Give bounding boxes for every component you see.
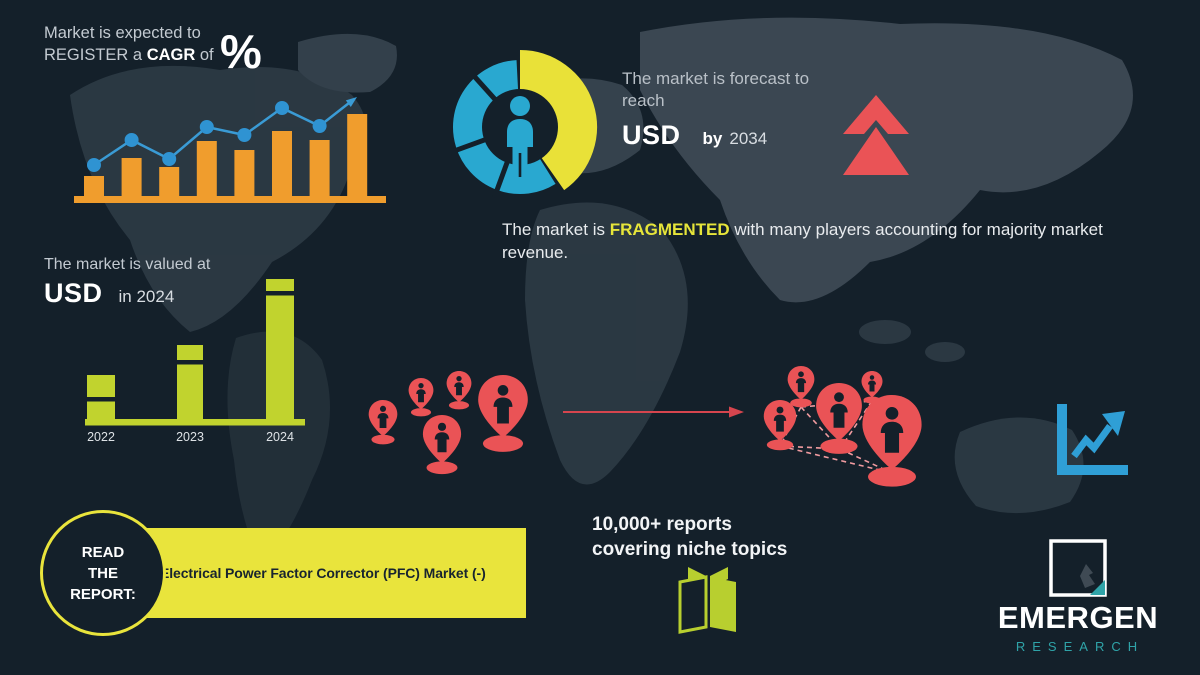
forecast-currency: USD — [622, 119, 681, 150]
open-book-icon — [678, 567, 736, 634]
scattered-pins-cluster — [368, 371, 528, 475]
valued-suffix: in 2024 — [118, 287, 175, 306]
location-pin-icon — [368, 400, 398, 445]
logo-name: EMERGEN — [997, 600, 1159, 635]
fragmented-highlight: FRAGMENTED — [609, 220, 730, 239]
forecast-block: The market is forecast to reach USD by 2… — [622, 68, 809, 152]
bar-cap-gap — [266, 291, 294, 296]
forecast-line2: reach — [622, 90, 665, 110]
cagr-line2: REGISTER a CAGR of — [44, 46, 214, 65]
map-south-america — [227, 331, 330, 562]
logo-skyline — [1080, 564, 1095, 588]
forecast-value-row: USD by 2034 — [622, 118, 809, 153]
person-icon — [507, 96, 533, 177]
forecast-by-label: by — [702, 128, 723, 148]
trend-dot — [275, 101, 289, 115]
emergen-logo: EMERGEN RESEARCH — [995, 538, 1161, 654]
location-pin-icon — [478, 375, 528, 452]
year-label: 2024 — [266, 430, 294, 444]
cagr-line1: Market is expected to — [44, 24, 201, 42]
cagr-headline: Market is expected to REGISTER a CAGR of — [44, 22, 214, 67]
trend-dot — [237, 128, 252, 142]
report-title-banner[interactable]: Electrical Power Factor Corrector (PFC) … — [142, 528, 526, 618]
bar — [272, 131, 292, 196]
fragmented-note: The market is FRAGMENTED with many playe… — [502, 220, 1103, 262]
location-pin-icon — [816, 383, 862, 454]
valued-value-row: USD in 2024 — [44, 278, 210, 309]
trend-arrowhead — [345, 97, 357, 107]
bar — [196, 141, 217, 196]
market-players-graphic — [368, 366, 922, 487]
location-pin-icon — [446, 371, 472, 410]
forecast-year: 2034 — [729, 128, 768, 148]
emergen-logo-mark — [1049, 539, 1107, 597]
bar — [347, 114, 368, 196]
year-label: 2022 — [87, 430, 115, 444]
market-value-chart: 2022 2023 2024 — [85, 279, 305, 444]
bar — [266, 279, 294, 419]
market-share-donut — [448, 50, 597, 199]
map-island — [859, 320, 911, 344]
map-africa — [525, 202, 688, 485]
logo-teal-wedge — [1090, 580, 1105, 595]
trend-dot — [199, 120, 214, 134]
valued-currency: USD — [44, 278, 103, 308]
map-greenland — [298, 33, 397, 93]
donut-yellow-segment — [519, 50, 597, 191]
map-island — [925, 342, 965, 362]
bar — [121, 158, 142, 196]
valued-line1: The market is valued at — [44, 256, 211, 273]
trend-dot — [312, 119, 327, 133]
bar — [309, 140, 330, 196]
bar-cap-gap — [177, 360, 203, 365]
year-label: 2023 — [176, 430, 204, 444]
growth-chart-icon — [1057, 404, 1128, 475]
map-australia — [954, 417, 1084, 514]
trend-dot — [124, 133, 139, 147]
location-pin-icon — [763, 400, 797, 451]
forecast-line1: The market is forecast to — [622, 69, 810, 88]
location-pin-icon — [408, 378, 434, 417]
double-up-arrow-icon — [843, 95, 909, 175]
valued-block: The market is valued at USD in 2024 — [44, 256, 210, 309]
trend-dot — [87, 158, 101, 172]
bar — [177, 345, 203, 419]
bar — [84, 176, 104, 196]
transition-arrow — [563, 406, 744, 418]
bar — [234, 150, 255, 196]
cagr-percent-value: % — [220, 25, 262, 78]
location-pin-icon — [422, 415, 462, 475]
location-pin-icon — [862, 395, 922, 487]
donut-segment-gaps — [448, 69, 511, 199]
bar-cap-gap — [87, 397, 115, 402]
cagr-growth-chart — [74, 97, 386, 203]
x-axis — [74, 196, 386, 203]
read-report-button[interactable]: READ THE REPORT: — [40, 510, 166, 636]
location-pin-icon — [787, 366, 815, 408]
x-axis — [85, 419, 305, 426]
bar — [159, 167, 180, 196]
report-title: Electrical Power Factor Corrector (PFC) … — [160, 565, 486, 581]
cagr-bold: CAGR — [146, 46, 196, 65]
trend-dot — [162, 152, 177, 166]
logo-subtitle: RESEARCH — [1015, 639, 1145, 654]
networked-pins-cluster — [763, 366, 922, 487]
reports-note: 10,000+ reports covering niche topics — [592, 514, 788, 561]
